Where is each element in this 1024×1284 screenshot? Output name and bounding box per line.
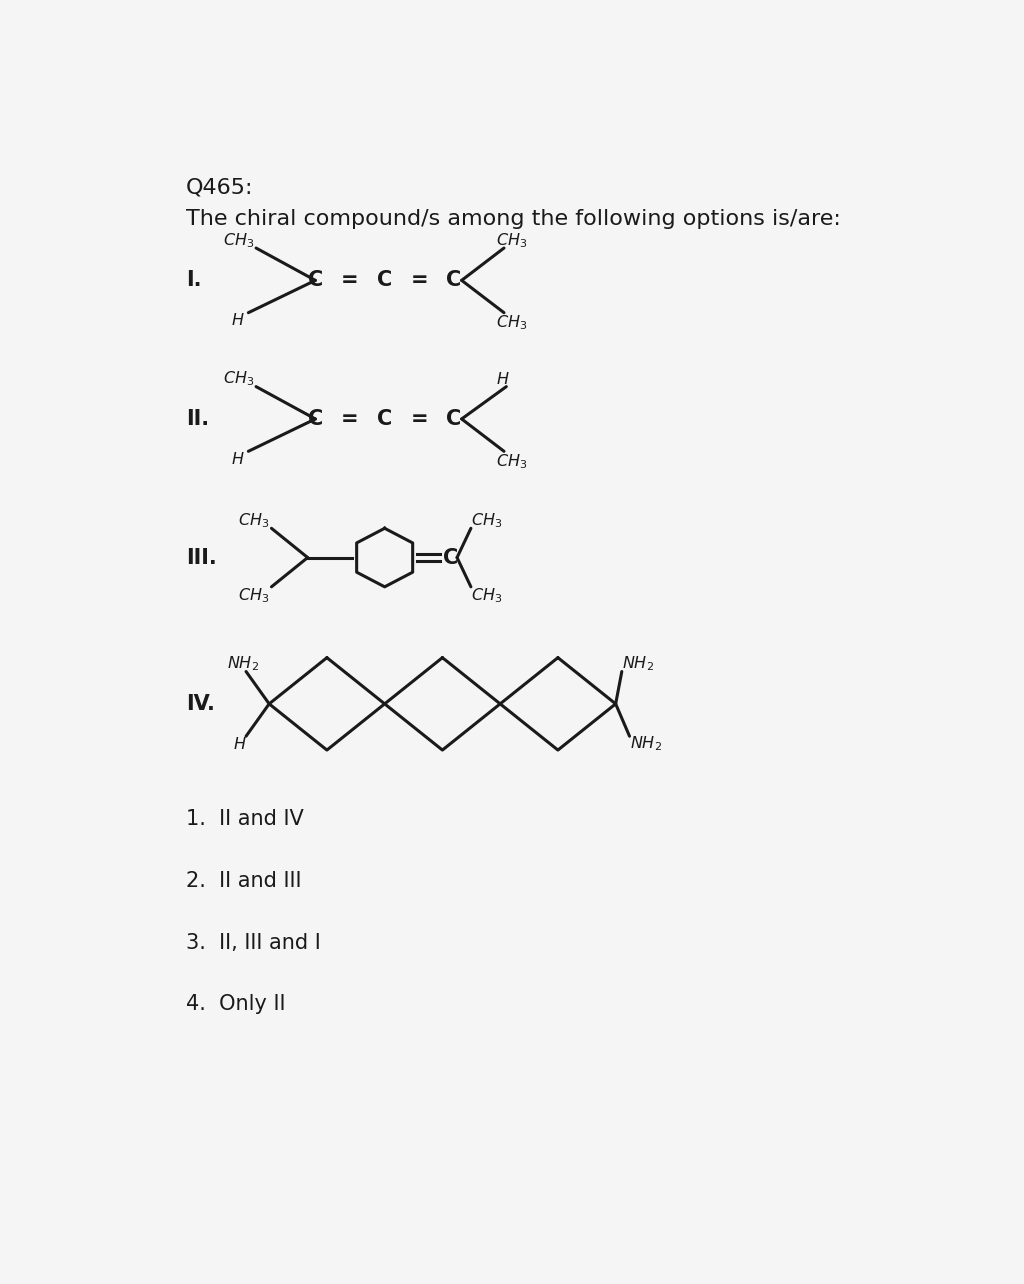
Text: The chiral compound/s among the following options is/are:: The chiral compound/s among the followin… [186, 209, 841, 229]
Text: $\mathit{CH_3}$: $\mathit{CH_3}$ [497, 231, 527, 249]
Text: C: C [308, 271, 323, 290]
Text: I.: I. [186, 271, 202, 290]
Text: C: C [446, 271, 462, 290]
Text: $\mathit{NH_2}$: $\mathit{NH_2}$ [226, 655, 259, 673]
Text: II.: II. [186, 410, 209, 429]
Text: C: C [308, 410, 323, 429]
Text: $\mathit{NH_2}$: $\mathit{NH_2}$ [630, 734, 662, 754]
Text: =: = [341, 410, 358, 429]
Text: =: = [411, 410, 428, 429]
Text: C: C [377, 410, 392, 429]
Text: $\mathit{CH_3}$: $\mathit{CH_3}$ [223, 231, 254, 249]
Text: $\mathit{H}$: $\mathit{H}$ [233, 736, 247, 752]
Text: 4.  Only II: 4. Only II [186, 994, 286, 1014]
Text: $\mathit{CH_3}$: $\mathit{CH_3}$ [471, 587, 502, 606]
Text: C: C [446, 410, 462, 429]
Text: 1.  II and IV: 1. II and IV [186, 809, 304, 829]
Text: $\mathit{CH_3}$: $\mathit{CH_3}$ [239, 511, 269, 530]
Text: 2.  II and III: 2. II and III [186, 871, 301, 891]
Text: =: = [341, 271, 358, 290]
Text: =: = [411, 271, 428, 290]
Text: $\mathit{CH_3}$: $\mathit{CH_3}$ [471, 511, 502, 530]
Text: C: C [443, 547, 459, 568]
Text: 3.  II, III and I: 3. II, III and I [186, 932, 321, 953]
Text: $\mathit{CH_3}$: $\mathit{CH_3}$ [239, 587, 269, 606]
Text: IV.: IV. [186, 693, 215, 714]
Text: III.: III. [186, 547, 217, 568]
Text: Q465:: Q465: [186, 178, 254, 198]
Text: $\mathit{H}$: $\mathit{H}$ [230, 312, 245, 329]
Text: $\mathit{CH_3}$: $\mathit{CH_3}$ [497, 452, 527, 471]
Text: $\mathit{NH_2}$: $\mathit{NH_2}$ [622, 655, 653, 673]
Text: $\mathit{H}$: $\mathit{H}$ [497, 371, 510, 386]
Text: $\mathit{H}$: $\mathit{H}$ [230, 451, 245, 467]
Text: $\mathit{CH_3}$: $\mathit{CH_3}$ [497, 313, 527, 333]
Text: $\mathit{CH_3}$: $\mathit{CH_3}$ [223, 370, 254, 388]
Text: C: C [377, 271, 392, 290]
